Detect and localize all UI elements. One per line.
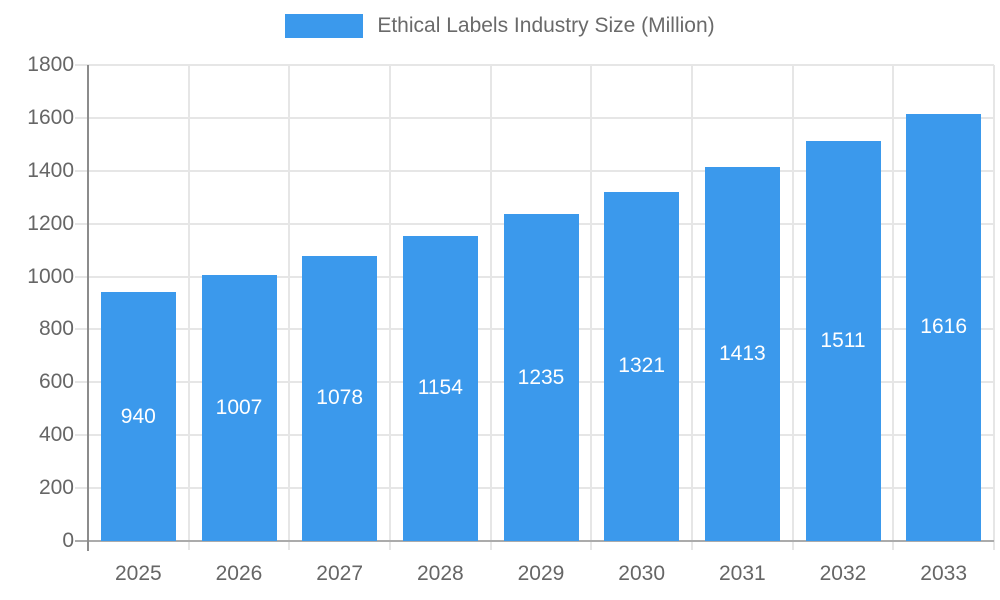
y-axis-tick xyxy=(75,64,88,66)
bar xyxy=(906,113,982,541)
x-axis-tick xyxy=(489,541,492,550)
h-gridline xyxy=(88,169,994,172)
y-tick-label: 400 xyxy=(38,423,74,447)
x-axis-tick xyxy=(389,541,391,550)
y-axis-tick xyxy=(75,222,88,225)
y-tick-label: 0 xyxy=(62,529,74,552)
bar xyxy=(503,214,579,541)
bar xyxy=(100,292,176,541)
bar-value-label: 1413 xyxy=(718,342,766,366)
x-axis-tick xyxy=(791,541,794,550)
x-axis-tick xyxy=(691,541,693,550)
legend: Ethical Labels Industry Size (Million) xyxy=(0,14,1000,38)
y-tick-label: 1200 xyxy=(27,211,74,235)
y-tick-label: 600 xyxy=(38,370,74,394)
y-axis-tick xyxy=(75,487,88,490)
y-tick-label: 1800 xyxy=(27,53,74,76)
x-axis-tick xyxy=(892,541,895,550)
x-tick-label: 2027 xyxy=(316,562,364,585)
bar xyxy=(201,274,277,541)
y-tick-label: 1400 xyxy=(27,158,74,182)
y-axis-tick xyxy=(75,328,88,331)
bar-value-label: 1321 xyxy=(618,354,666,378)
x-tick-label: 2028 xyxy=(416,562,464,585)
bar xyxy=(604,191,680,541)
bar xyxy=(805,141,881,541)
v-gridline xyxy=(489,65,492,541)
x-axis-tick xyxy=(590,541,593,550)
h-gridline xyxy=(88,116,994,119)
v-gridline xyxy=(993,65,995,541)
v-gridline xyxy=(187,65,190,541)
x-axis-tick xyxy=(187,541,190,550)
h-gridline xyxy=(88,64,994,66)
bar-value-label: 940 xyxy=(120,404,156,428)
x-tick-label: 2025 xyxy=(114,562,162,585)
v-gridline xyxy=(288,65,291,541)
x-axis-line xyxy=(75,540,994,542)
legend-label: Ethical Labels Industry Size (Million) xyxy=(377,14,715,37)
v-gridline xyxy=(791,65,794,541)
bar-value-label: 1154 xyxy=(417,376,463,400)
x-tick-label: 2030 xyxy=(618,562,666,585)
y-axis-line xyxy=(87,65,89,551)
y-axis-tick xyxy=(75,116,88,119)
x-tick-label: 2032 xyxy=(819,562,867,585)
y-tick-label: 1600 xyxy=(27,105,74,129)
v-gridline xyxy=(389,65,391,541)
v-gridline xyxy=(691,65,693,541)
x-tick-label: 2026 xyxy=(215,562,263,585)
y-axis-tick xyxy=(75,434,88,437)
x-axis-tick xyxy=(993,541,995,550)
x-tick-label: 2031 xyxy=(718,562,766,585)
v-gridline xyxy=(590,65,593,541)
bar-value-label: 1616 xyxy=(920,315,968,339)
bar-value-label: 1007 xyxy=(215,395,263,419)
v-gridline xyxy=(892,65,895,541)
legend-swatch-icon xyxy=(285,14,364,38)
bar xyxy=(302,255,378,541)
y-axis-tick xyxy=(75,169,88,172)
y-axis-tick xyxy=(75,381,88,384)
bar-value-label: 1078 xyxy=(316,386,364,410)
x-tick-label: 2029 xyxy=(517,562,565,585)
y-tick-label: 1000 xyxy=(27,264,74,288)
x-tick-label: 2033 xyxy=(920,562,968,585)
x-axis-tick xyxy=(288,541,291,550)
y-tick-label: 800 xyxy=(38,317,74,341)
bar xyxy=(704,167,780,541)
y-axis-tick xyxy=(75,275,88,278)
bar-value-label: 1235 xyxy=(517,365,565,389)
bar xyxy=(402,235,478,541)
y-tick-label: 200 xyxy=(38,476,74,500)
bar-value-label: 1511 xyxy=(820,329,866,353)
